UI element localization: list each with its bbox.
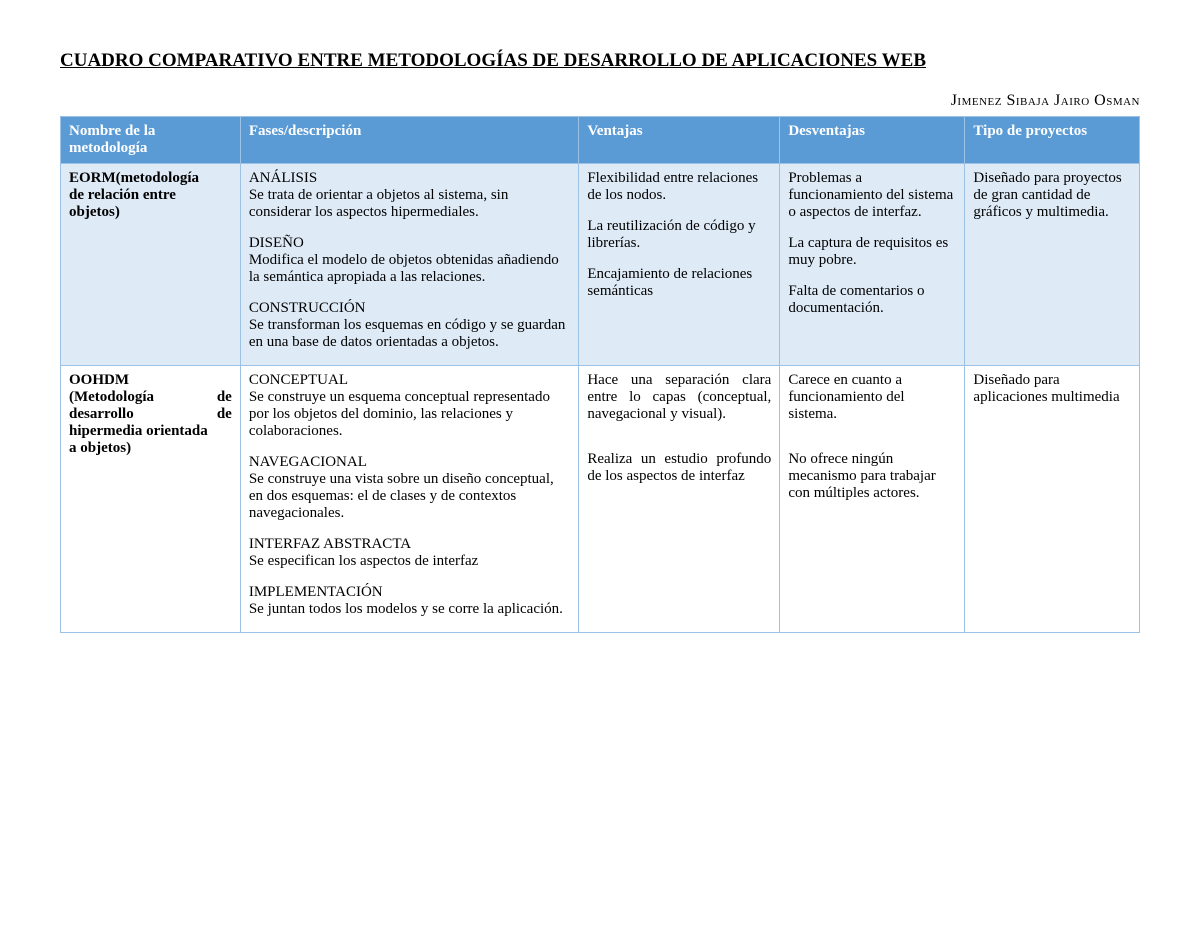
ventaja-item: La reutilización de código y librerías. xyxy=(587,218,771,252)
name-word: de xyxy=(217,406,232,423)
author-name: Jimenez Sibaja Jairo Osman xyxy=(60,92,1140,110)
name-line: a objetos) xyxy=(69,440,232,457)
phase-desc: Se construye un esquema conceptual repre… xyxy=(249,389,571,440)
name-line: OOHDM xyxy=(69,372,232,389)
col-header-fases: Fases/descripción xyxy=(240,117,579,164)
phase-title: NAVEGACIONAL xyxy=(249,454,571,471)
phase-title: INTERFAZ ABSTRACTA xyxy=(249,536,571,553)
ventaja-item: Realiza un estudio profundo de los aspec… xyxy=(587,451,771,485)
ventaja-item: Encajamiento de relaciones semánticas xyxy=(587,266,771,300)
ventaja-item: Hace una separación clara entre lo capas… xyxy=(587,372,771,423)
phase-block: INTERFAZ ABSTRACTA Se especifican los as… xyxy=(249,536,571,570)
cell-fases: CONCEPTUAL Se construye un esquema conce… xyxy=(240,366,579,633)
table-row: OOHDM (Metodología de desarrollo de hipe… xyxy=(61,366,1140,633)
phase-block: IMPLEMENTACIÓN Se juntan todos los model… xyxy=(249,584,571,618)
cell-tipo: Diseñado para aplicaciones multimedia xyxy=(965,366,1140,633)
phase-title: ANÁLISIS xyxy=(249,170,571,187)
phase-desc: Se trata de orientar a objetos al sistem… xyxy=(249,187,571,221)
name-word: (Metodología xyxy=(69,389,154,406)
desventaja-item: Problemas a funcionamiento del sistema o… xyxy=(788,170,956,221)
phase-desc: Modifica el modelo de objetos obtenidas … xyxy=(249,252,571,286)
col-header-tipo: Tipo de proyectos xyxy=(965,117,1140,164)
phase-title: CONCEPTUAL xyxy=(249,372,571,389)
cell-name: OOHDM (Metodología de desarrollo de hipe… xyxy=(61,366,241,633)
col-header-desventajas: Desventajas xyxy=(780,117,965,164)
desventaja-item: La captura de requisitos es muy pobre. xyxy=(788,235,956,269)
name-line: desarrollo de xyxy=(69,406,232,423)
phase-block: ANÁLISIS Se trata de orientar a objetos … xyxy=(249,170,571,221)
phase-title: CONSTRUCCIÓN xyxy=(249,300,571,317)
phase-desc: Se transforman los esquemas en código y … xyxy=(249,317,571,351)
cell-ventajas: Flexibilidad entre relaciones de los nod… xyxy=(579,164,780,366)
phase-title: DISEÑO xyxy=(249,235,571,252)
phase-block: DISEÑO Modifica el modelo de objetos obt… xyxy=(249,235,571,286)
ventaja-item: Flexibilidad entre relaciones de los nod… xyxy=(587,170,771,204)
phase-desc: Se construye una vista sobre un diseño c… xyxy=(249,471,571,522)
phase-desc: Se especifican los aspectos de interfaz xyxy=(249,553,571,570)
desventaja-item: Carece en cuanto a funcionamiento del si… xyxy=(788,372,956,423)
phase-block: NAVEGACIONAL Se construye una vista sobr… xyxy=(249,454,571,522)
name-line: EORM(metodología xyxy=(69,170,232,187)
name-line: objetos) xyxy=(69,204,232,221)
phase-block: CONSTRUCCIÓN Se transforman los esquemas… xyxy=(249,300,571,351)
col-header-name: Nombre de la metodología xyxy=(61,117,241,164)
cell-ventajas: Hace una separación clara entre lo capas… xyxy=(579,366,780,633)
phase-block: CONCEPTUAL Se construye un esquema conce… xyxy=(249,372,571,440)
name-line: (Metodología de xyxy=(69,389,232,406)
cell-desventajas: Carece en cuanto a funcionamiento del si… xyxy=(780,366,965,633)
name-word: desarrollo xyxy=(69,406,134,423)
col-header-ventajas: Ventajas xyxy=(579,117,780,164)
table-row: EORM(metodología de relación entre objet… xyxy=(61,164,1140,366)
tipo-text: Diseñado para proyectos de gran cantidad… xyxy=(973,170,1131,221)
tipo-text: Diseñado para aplicaciones multimedia xyxy=(973,372,1131,406)
phase-desc: Se juntan todos los modelos y se corre l… xyxy=(249,601,571,618)
cell-desventajas: Problemas a funcionamiento del sistema o… xyxy=(780,164,965,366)
comparison-table: Nombre de la metodología Fases/descripci… xyxy=(60,116,1140,633)
cell-name: EORM(metodología de relación entre objet… xyxy=(61,164,241,366)
page-title: CUADRO COMPARATIVO ENTRE METODOLOGÍAS DE… xyxy=(60,50,1140,72)
phase-title: IMPLEMENTACIÓN xyxy=(249,584,571,601)
name-line: hipermedia orientada xyxy=(69,423,232,440)
cell-fases: ANÁLISIS Se trata de orientar a objetos … xyxy=(240,164,579,366)
desventaja-item: No ofrece ningún mecanismo para trabajar… xyxy=(788,451,956,502)
name-word: de xyxy=(217,389,232,406)
desventaja-item: Falta de comentarios o documentación. xyxy=(788,283,956,317)
table-header-row: Nombre de la metodología Fases/descripci… xyxy=(61,117,1140,164)
name-line: de relación entre xyxy=(69,187,232,204)
cell-tipo: Diseñado para proyectos de gran cantidad… xyxy=(965,164,1140,366)
